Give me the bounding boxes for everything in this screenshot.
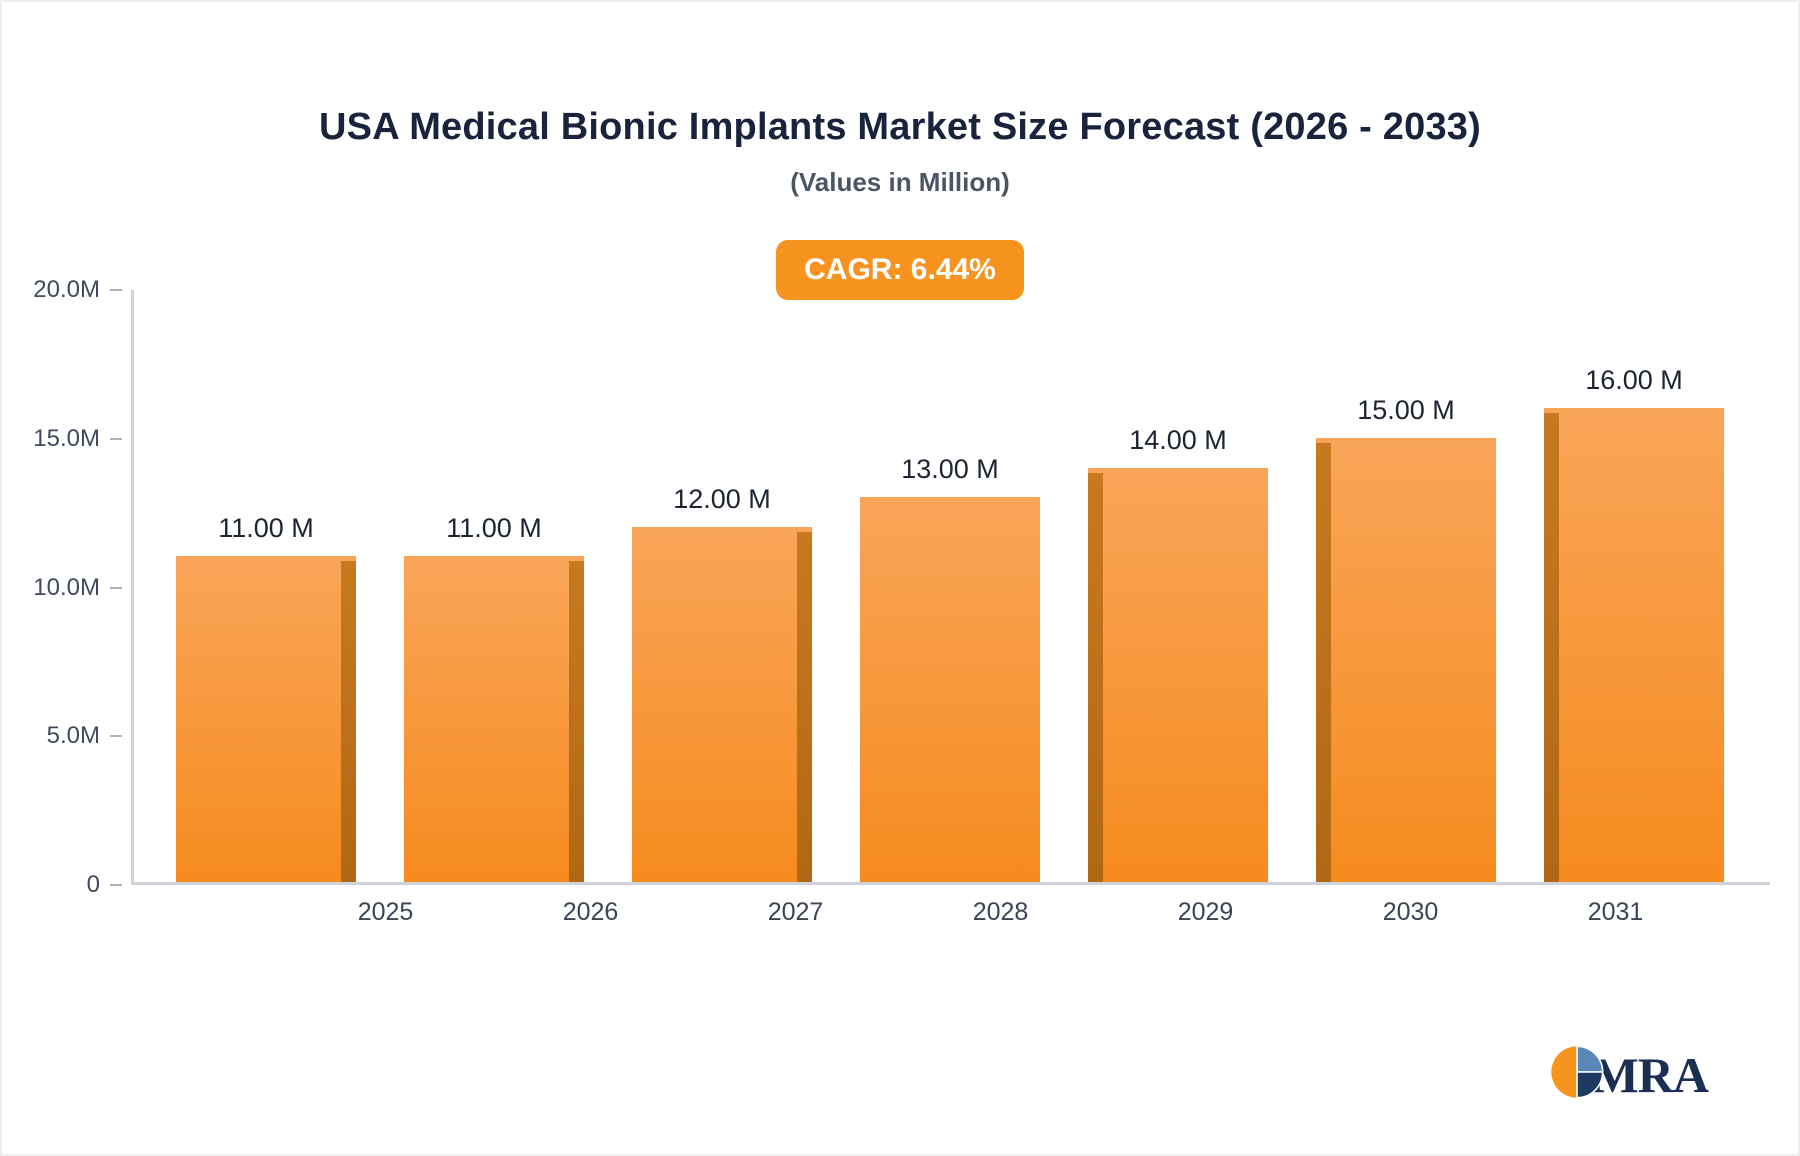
x-tick-label: 2026: [562, 898, 619, 926]
bar-slot: 11.00 M: [152, 290, 380, 882]
bar-value-label: 12.00 M: [673, 483, 771, 514]
bar-value-label: 11.00 M: [218, 513, 314, 544]
y-axis: 20.0M 15.0M 10.0M 5.0M 0: [0, 276, 122, 898]
bar-edge: [1543, 413, 1559, 882]
bar-value-label: 15.00 M: [1357, 395, 1455, 425]
bar-value-label: 13.00 M: [901, 454, 999, 485]
chart-header: USA Medical Bionic Implants Market Size …: [0, 0, 1800, 198]
cagr-badge: CAGR: 6.44%: [776, 240, 1024, 300]
x-axis: 2025 2026 2027 2028 2029 2030 2031: [265, 898, 1740, 927]
y-tick-label: 0: [86, 871, 100, 898]
y-tick-dash: [110, 735, 122, 738]
y-tick-dash: [110, 289, 122, 291]
bar-edge: [341, 561, 357, 882]
bar-edge: [797, 531, 813, 882]
y-tick-label: 20.0M: [33, 276, 100, 303]
plot-area: 11.00 M 11.00 M 12.00 M 13.00 M 14.00 M 15.00…: [131, 290, 1770, 926]
bar-slot: 12.00 M: [608, 290, 836, 882]
bars: 11.00 M 11.00 M 12.00 M 13.00 M 14.00 M 15.00…: [134, 290, 1770, 882]
bar-slot: 14.00 M: [1064, 290, 1292, 882]
bar: 14.00 M: [1087, 425, 1269, 882]
chart-title: USA Medical Bionic Implants Market Size …: [319, 106, 1481, 148]
bar-value-label: 16.00 M: [1585, 365, 1683, 396]
bar-edge: [1087, 472, 1103, 882]
y-tick-label: 15.0M: [33, 424, 100, 452]
x-tick-label: 2027: [767, 898, 824, 926]
y-tick-label: 10.0M: [33, 573, 100, 601]
bar: 11.00 M: [403, 513, 585, 882]
y-tick-dash: [110, 884, 122, 886]
x-tick-label: 2028: [972, 898, 1029, 926]
chart-subtitle: (Values in Million): [790, 167, 1010, 197]
bar-slot: 13.00 M: [836, 290, 1064, 882]
x-tick-label: 2030: [1382, 898, 1439, 926]
bar-value-label: 11.00 M: [446, 513, 542, 544]
y-tick-dash: [110, 586, 122, 589]
y-tick-label: 5.0M: [46, 722, 100, 750]
bar-value-label: 14.00 M: [1129, 424, 1227, 455]
brand-logo-text: MRA: [1591, 1046, 1709, 1103]
x-tick-label: 2031: [1587, 898, 1644, 926]
bar: 13.00 M: [859, 454, 1041, 882]
mra-pie-icon: [1550, 1045, 1604, 1104]
cagr-badge-wrap: CAGR: 6.44%: [0, 240, 1800, 300]
bar-chart: 20.0M 15.0M 10.0M 5.0M 0 11.00 M 11.00 M 12.00…: [0, 276, 1800, 926]
bar-slot: 15.00 M: [1292, 290, 1520, 882]
bar-slot: 16.00 M: [1520, 290, 1748, 882]
x-tick-label: 2025: [357, 898, 414, 926]
bar-slot: 11.00 M: [380, 290, 608, 882]
brand-logo: MRA: [1550, 1045, 1709, 1104]
bar-edge: [1315, 443, 1331, 882]
bar-edge: [569, 561, 585, 882]
y-tick-dash: [110, 437, 122, 440]
bar: 11.00 M: [175, 513, 357, 882]
x-tick-label: 2029: [1177, 898, 1234, 926]
bar: 16.00 M: [1543, 365, 1725, 882]
bar: 12.00 M: [631, 484, 813, 882]
bar: 15.00 M: [1315, 395, 1497, 882]
